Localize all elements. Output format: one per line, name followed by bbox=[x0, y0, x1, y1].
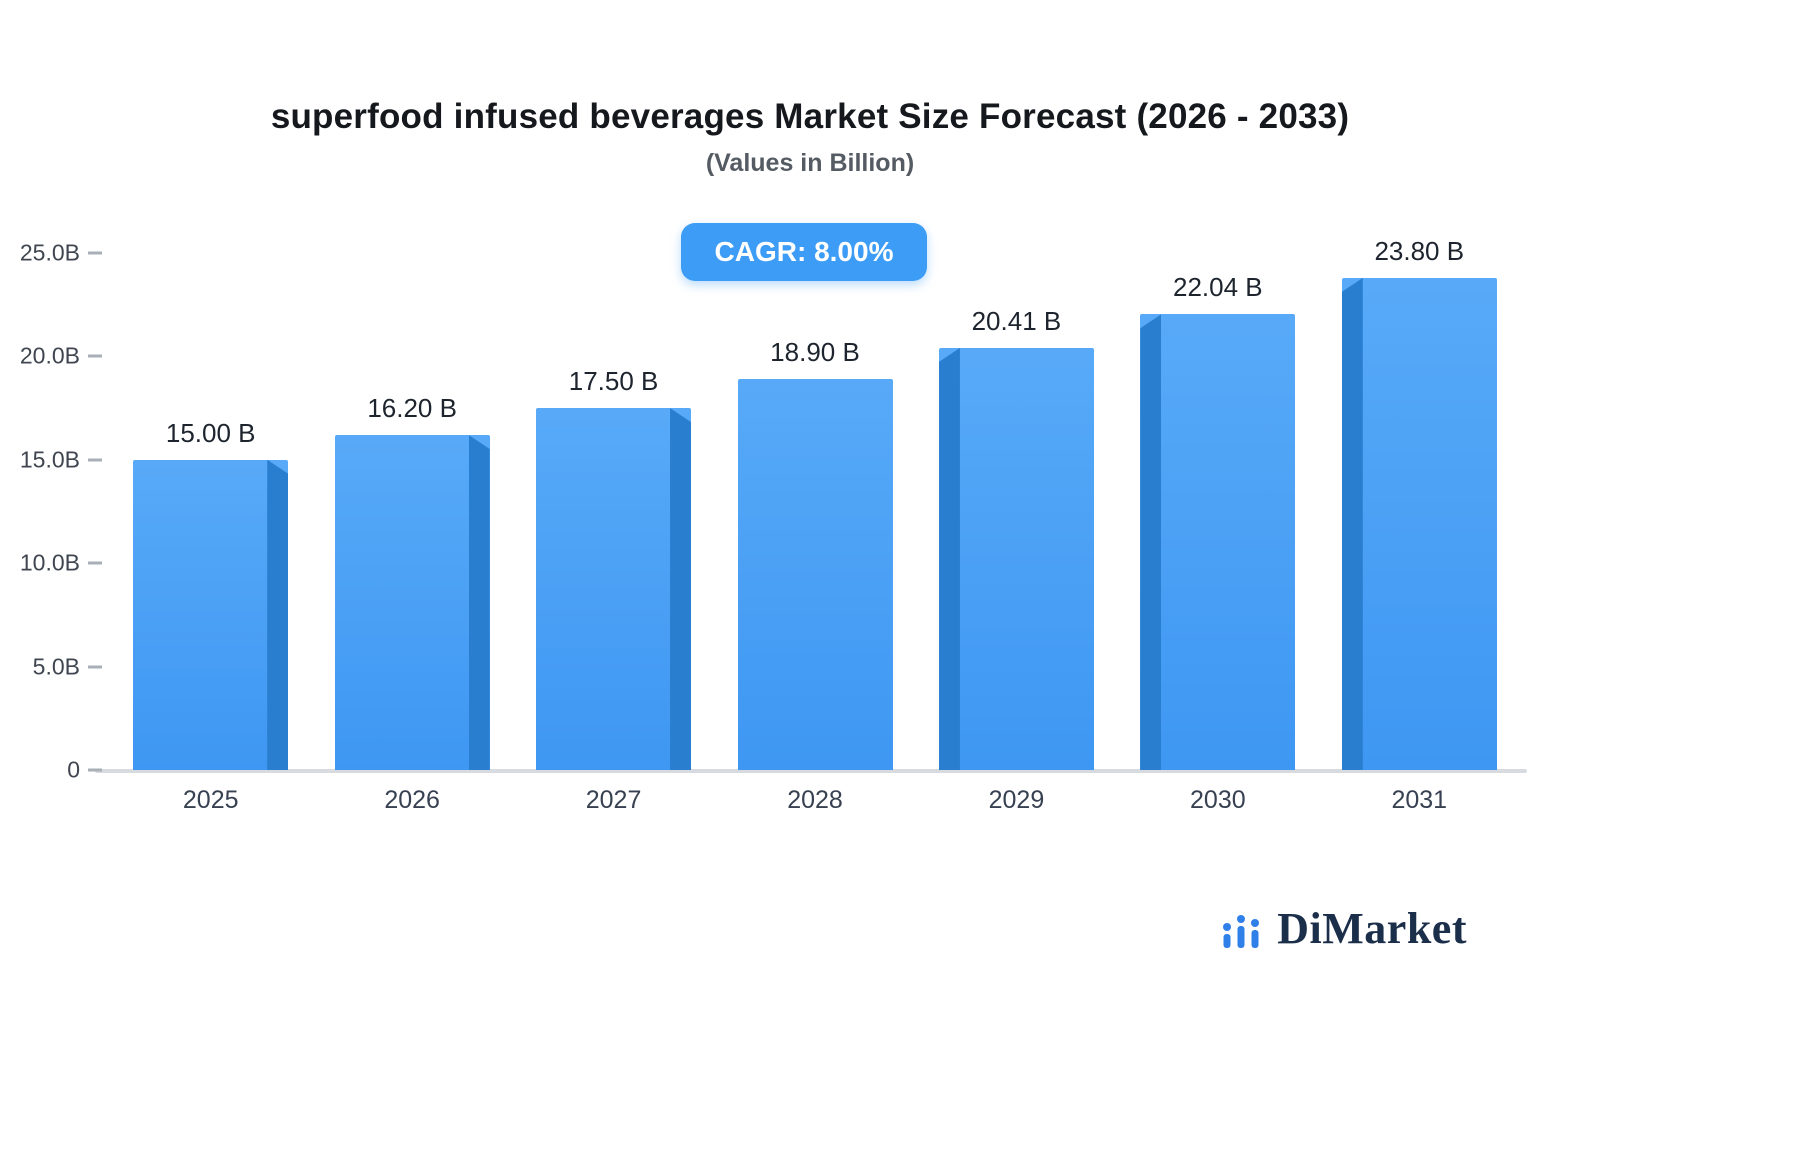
bar-value-label: 23.80 B bbox=[1374, 235, 1465, 266]
bar-value-label: 16.20 B bbox=[367, 392, 457, 423]
brand-name: DiMarket bbox=[1277, 904, 1467, 953]
x-axis-baseline bbox=[95, 769, 1527, 773]
bar-3d-side-face bbox=[670, 408, 692, 770]
x-axis-label: 2028 bbox=[787, 786, 843, 814]
bar-3d-side-face bbox=[468, 434, 490, 770]
bar-3d-side-face bbox=[267, 459, 289, 770]
bar-2025 bbox=[133, 459, 289, 770]
y-axis-tick-label: 10.0B bbox=[19, 549, 80, 576]
y-axis-tick-mark bbox=[88, 458, 102, 462]
bar-value-label: 18.90 B bbox=[770, 337, 860, 368]
chart-title: superfood infused beverages Market Size … bbox=[270, 97, 1350, 136]
x-axis-label: 2029 bbox=[988, 786, 1045, 814]
bar-value-label: 22.04 B bbox=[1173, 272, 1263, 303]
x-axis-label: 2031 bbox=[1391, 786, 1448, 814]
y-axis-tick-label: 20.0B bbox=[19, 342, 80, 369]
y-axis-tick-mark bbox=[88, 251, 102, 255]
bar-2027 bbox=[536, 408, 692, 770]
bar-2028 bbox=[737, 379, 893, 770]
cagr-badge: CAGR: 8.00% bbox=[681, 223, 927, 281]
brand-logo: DiMarket bbox=[1219, 903, 1467, 954]
bar-value-label: 20.41 B bbox=[971, 305, 1062, 336]
bar-value-label: 15.00 B bbox=[165, 417, 256, 448]
x-axis-label: 2030 bbox=[1190, 786, 1246, 814]
bar-2029 bbox=[938, 347, 1094, 770]
bar-3d-side-face bbox=[938, 347, 960, 770]
cagr-badge-label: CAGR: 8.00% bbox=[714, 236, 894, 267]
dimarket-logo-icon bbox=[1219, 906, 1265, 952]
bar-2026 bbox=[334, 434, 490, 770]
chart-subtitle: (Values in Billion) bbox=[705, 149, 915, 177]
x-axis-label: 2025 bbox=[182, 786, 239, 814]
y-axis-tick-mark bbox=[88, 768, 102, 772]
y-axis-tick-mark bbox=[88, 665, 102, 669]
x-axis-label: 2026 bbox=[384, 786, 440, 814]
x-axis-label: 2027 bbox=[585, 786, 642, 814]
y-axis-tick-label: 25.0B bbox=[19, 239, 80, 266]
bar-2030 bbox=[1140, 314, 1296, 770]
y-axis-tick-label: 0 bbox=[67, 756, 80, 783]
bar-2031 bbox=[1341, 277, 1497, 770]
y-axis-tick-mark bbox=[88, 354, 102, 358]
y-axis-tick-label: 5.0B bbox=[32, 653, 80, 680]
y-axis-tick-mark bbox=[88, 561, 102, 565]
y-axis-tick-label: 15.0B bbox=[19, 446, 80, 473]
bar-value-label: 17.50 B bbox=[568, 366, 659, 397]
bar-3d-side-face bbox=[1341, 277, 1363, 770]
bar-3d-side-face bbox=[1140, 314, 1162, 770]
